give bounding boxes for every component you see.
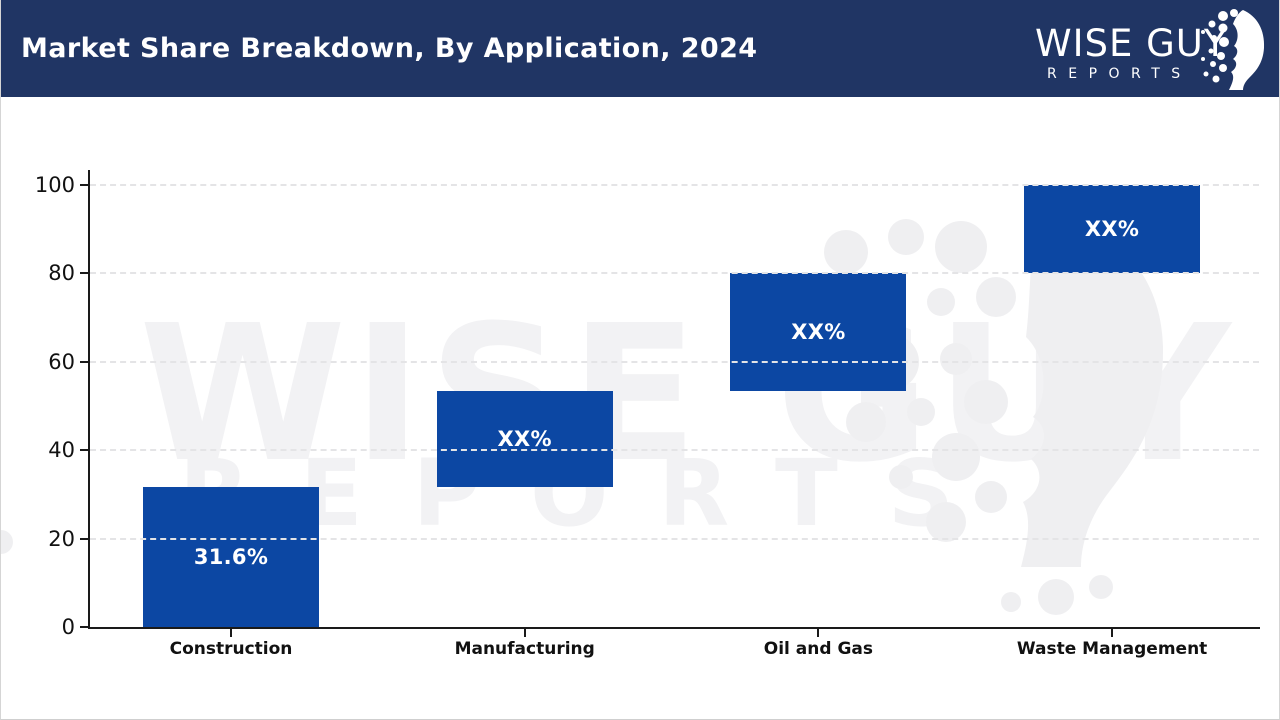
y-tick-label: 100 xyxy=(34,173,75,197)
y-tick-mark xyxy=(80,360,88,363)
page-title: Market Share Breakdown, By Application, … xyxy=(21,33,758,64)
logo-head-icon xyxy=(1201,9,1265,90)
header-bar: Market Share Breakdown, By Application, … xyxy=(1,0,1279,97)
y-tick-label: 20 xyxy=(48,526,75,551)
bar-construction: 31.6% xyxy=(143,487,319,627)
x-category-label: Manufacturing xyxy=(454,639,595,659)
y-axis-line xyxy=(88,170,90,629)
bar-waste-management: XX% xyxy=(1024,185,1201,274)
y-tick-label: 60 xyxy=(48,349,75,374)
logo-subtext: REPORTS xyxy=(1047,66,1192,82)
x-tick-mark xyxy=(230,629,232,637)
bar-manufacturing: XX% xyxy=(436,390,613,488)
bar-value-label: XX% xyxy=(791,319,846,344)
gridline-y-100 xyxy=(90,184,1259,186)
y-tick-label: 80 xyxy=(48,261,75,286)
y-tick-label: 40 xyxy=(48,438,75,463)
x-tick-mark xyxy=(523,629,526,637)
y-tick-mark xyxy=(80,537,88,540)
x-category-label: Construction xyxy=(169,639,293,659)
chart-area: WISE GUY REPORTS 0 20 40 60 80 100 31.6% Constr… xyxy=(1,97,1279,719)
y-tick-label: 0 xyxy=(61,615,75,639)
bar-oil-and-gas: XX% xyxy=(730,273,907,391)
y-tick-mark xyxy=(80,449,88,452)
watermark-wordmark: WISE GUY xyxy=(139,285,1237,504)
y-tick-mark xyxy=(80,184,88,186)
x-tick-mark xyxy=(1111,629,1114,637)
bar-value-label: 31.6% xyxy=(193,545,269,570)
bar-value-label: XX% xyxy=(497,426,552,451)
x-category-label: Oil and Gas xyxy=(763,639,873,659)
y-tick-mark xyxy=(80,626,88,628)
bar-value-label: XX% xyxy=(1084,217,1140,242)
x-category-label: Waste Management xyxy=(1016,639,1208,659)
x-axis-line xyxy=(88,627,1260,629)
x-tick-mark xyxy=(817,629,820,637)
y-tick-mark xyxy=(80,272,88,275)
gridline-y-40 xyxy=(90,449,1259,452)
wise-guy-reports-logo: WISE GUY REPORTS xyxy=(1035,9,1265,90)
gridline-y-60 xyxy=(90,360,1259,363)
logo-wordmark: WISE GUY xyxy=(1035,22,1227,65)
gridline-y-80 xyxy=(90,272,1259,275)
gridline-y-20 xyxy=(90,537,1259,540)
